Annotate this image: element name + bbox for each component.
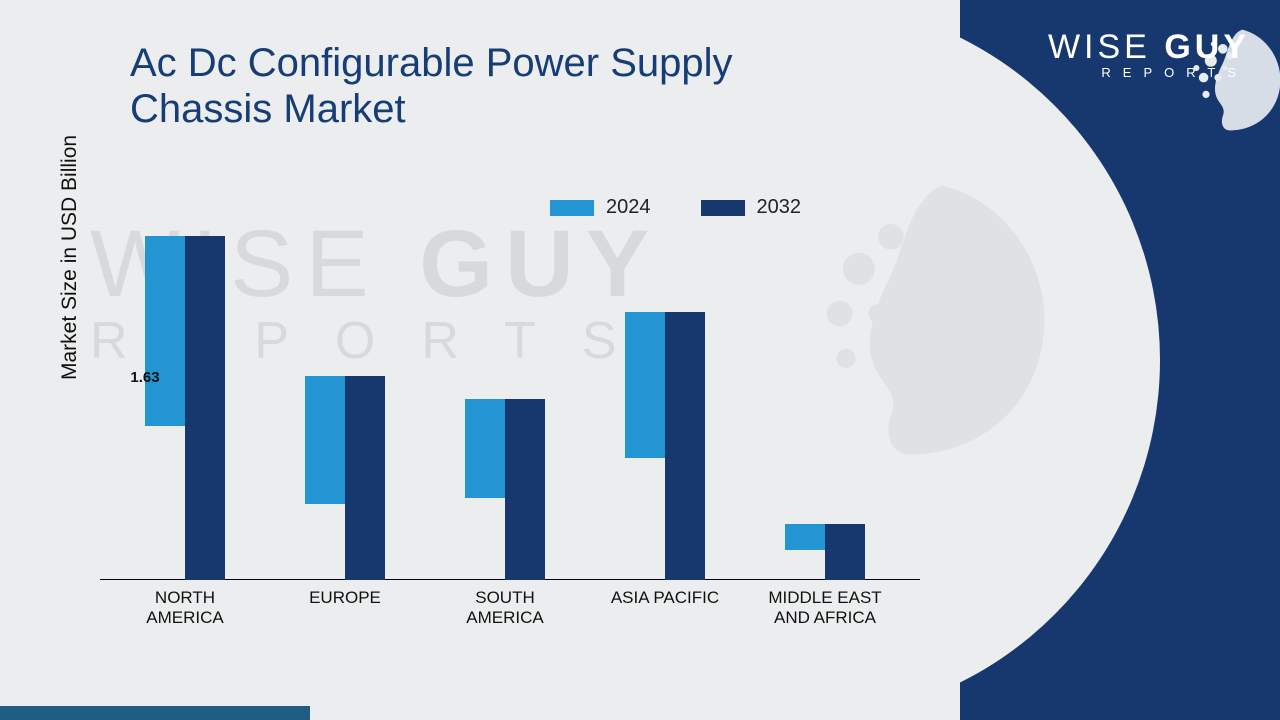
bar-2032	[345, 376, 385, 580]
logo-text-wise: WISE	[1048, 28, 1151, 66]
bar-2024	[625, 312, 665, 458]
bar-2032	[825, 524, 865, 580]
chart-title: Ac Dc Configurable Power Supply Chassis …	[130, 40, 830, 132]
category-label: NORTH AMERICA	[120, 588, 250, 627]
category-label: ASIA PACIFIC	[600, 588, 730, 608]
bar-group	[770, 524, 880, 580]
category-label: EUROPE	[280, 588, 410, 608]
category-label: MIDDLE EAST AND AFRICA	[760, 588, 890, 627]
logo-text-reports: REPORTS	[1048, 65, 1250, 80]
bar-group	[610, 312, 720, 580]
category-label: SOUTH AMERICA	[440, 588, 570, 627]
bar-group	[130, 236, 240, 580]
bar-2024	[305, 376, 345, 504]
bar-group	[290, 376, 400, 580]
bar-value-label: 1.63	[120, 369, 170, 386]
legend-label-2032: 2032	[757, 196, 802, 219]
bar-2032	[665, 312, 705, 580]
bar-chart: 1.63	[100, 230, 920, 580]
legend-swatch-2024	[550, 200, 594, 216]
legend: 2024 2032	[550, 196, 801, 219]
bar-2024	[785, 524, 825, 550]
logo-text-guy: GUY	[1164, 28, 1250, 66]
y-axis-label: Market Size in USD Billion	[58, 135, 82, 380]
bar-group	[450, 399, 560, 580]
legend-swatch-2032	[701, 200, 745, 216]
bar-2024	[145, 236, 185, 426]
legend-label-2024: 2024	[606, 196, 651, 219]
bottom-accent-bar	[0, 706, 310, 720]
bar-2024	[465, 399, 505, 498]
legend-item-2032: 2032	[701, 196, 802, 219]
brand-logo: WISE GUY REPORTS	[1048, 28, 1250, 80]
bar-2032	[185, 236, 225, 580]
legend-item-2024: 2024	[550, 196, 651, 219]
bar-2032	[505, 399, 545, 580]
